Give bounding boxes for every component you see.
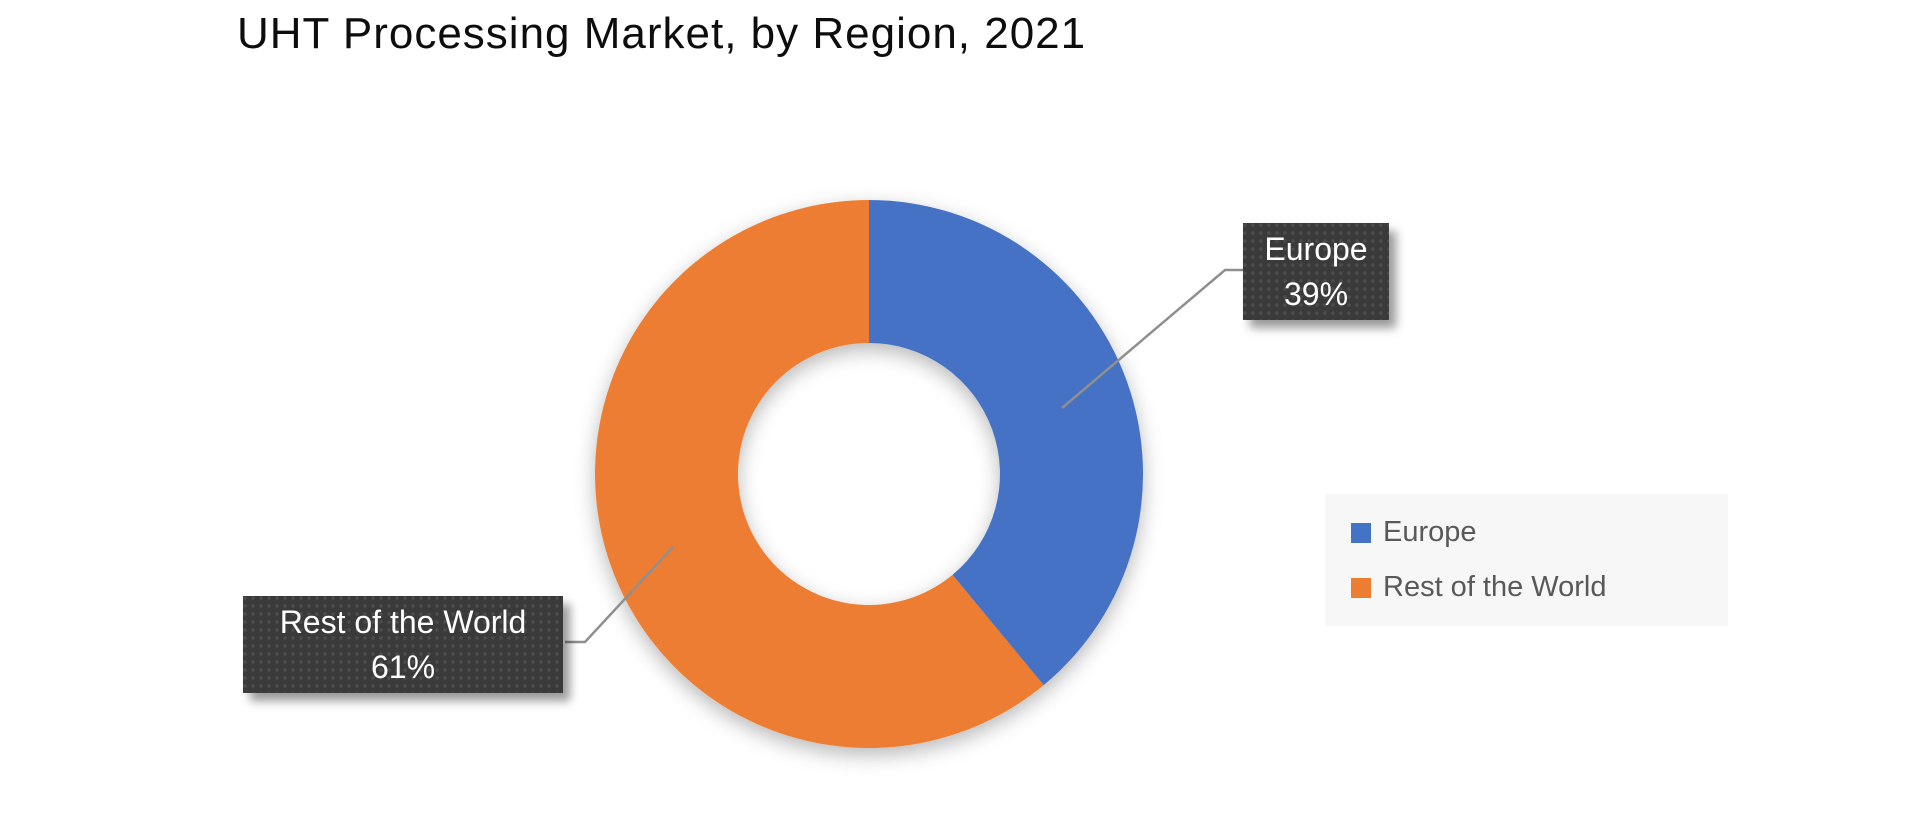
legend-item-europe: Europe <box>1351 516 1728 549</box>
slice-rest-of-the-world <box>595 200 1044 749</box>
legend-label-europe: Europe <box>1383 516 1477 548</box>
legend-swatch-rest-of-the-world-icon <box>1351 577 1371 598</box>
callout-rest-of-the-world-value: 61% <box>370 648 436 685</box>
legend-item-rest-of-the-world: Rest of the World <box>1351 571 1728 604</box>
slice-europe <box>869 200 1144 686</box>
legend: Europe Rest of the World <box>1325 494 1728 626</box>
leader-line-europe <box>1061 268 1243 409</box>
callout-rest-of-the-world: Rest of the World 61% <box>243 596 563 693</box>
callout-europe: Europe 39% <box>1243 223 1389 320</box>
donut-ring <box>595 200 1144 749</box>
leader-line-rest-of-the-world <box>565 546 674 644</box>
legend-swatch-europe-icon <box>1351 522 1371 543</box>
legend-label-rest-of-the-world: Rest of the World <box>1383 571 1607 603</box>
chart-title: UHT Processing Market, by Region, 2021 <box>237 9 1087 58</box>
callout-europe-value: 39% <box>1283 275 1349 312</box>
callout-rest-of-the-world-label: Rest of the World <box>279 603 527 640</box>
callout-europe-label: Europe <box>1264 230 1368 267</box>
